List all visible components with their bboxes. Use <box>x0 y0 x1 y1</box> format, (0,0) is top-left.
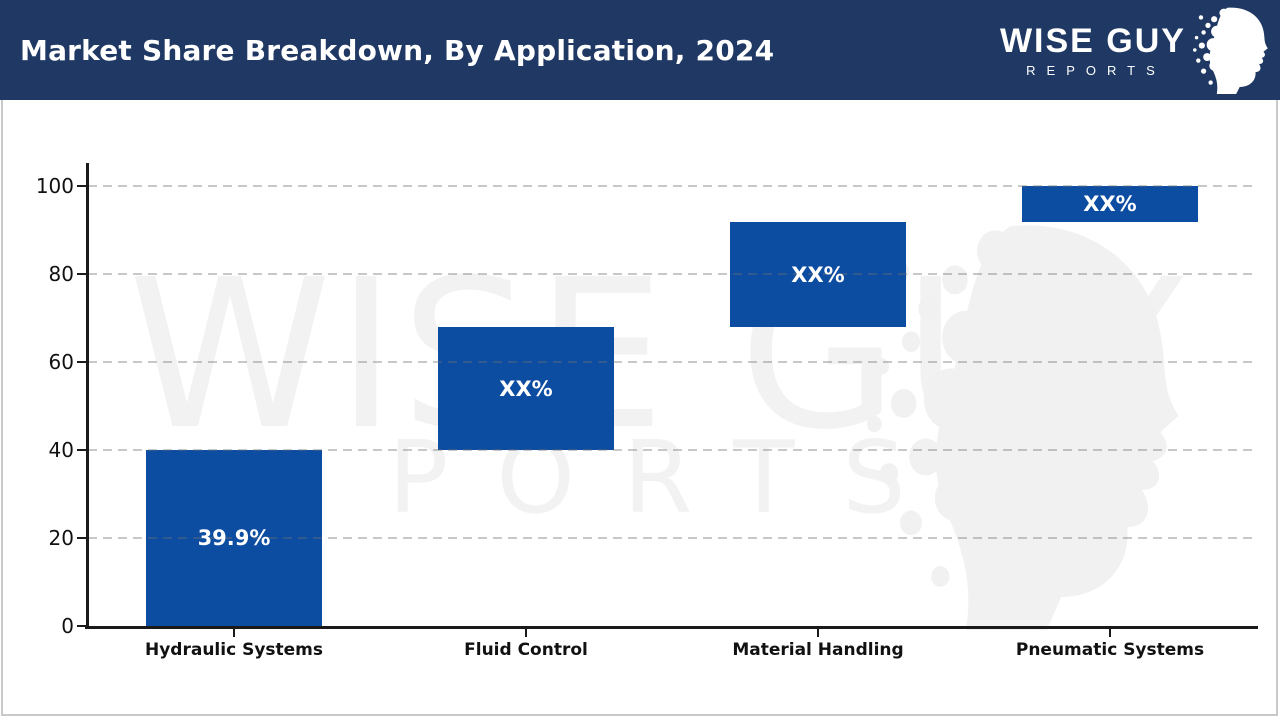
chart-title: Market Share Breakdown, By Application, … <box>20 33 775 67</box>
bar-hydraulic-systems <box>146 450 322 626</box>
bar-value-label: XX% <box>499 376 553 401</box>
y-tick-100 <box>77 185 86 187</box>
logo-wordmark: WISE GUY <box>999 21 1186 60</box>
x-category-label: Fluid Control <box>464 640 588 660</box>
y-tick-label-40: 40 <box>48 438 74 462</box>
bar-fluid-control <box>438 327 614 451</box>
frame-border-bottom <box>1 714 1278 716</box>
wise-guy-logo: WISE GUY REPORTS <box>1000 6 1270 94</box>
y-tick-0 <box>77 625 86 627</box>
frame-border-right <box>1276 100 1278 716</box>
x-tick-4 <box>1109 629 1111 637</box>
bar-value-label: XX% <box>1083 192 1137 217</box>
x-tick-1 <box>233 629 235 637</box>
gridline-60 <box>88 361 1256 363</box>
gridline-80 <box>88 273 1256 275</box>
y-tick-20 <box>77 537 86 539</box>
x-tick-2 <box>525 629 527 637</box>
y-tick-label-80: 80 <box>48 262 74 286</box>
y-tick-label-20: 20 <box>48 526 74 550</box>
y-tick-label-100: 100 <box>35 174 74 198</box>
frame-border-left <box>1 100 3 716</box>
logo-text: WISE GUY REPORTS <box>1000 24 1186 77</box>
x-category-label: Hydraulic Systems <box>144 640 324 660</box>
y-tick-80 <box>77 273 86 275</box>
gridline-40 <box>88 449 1256 451</box>
header-bar: Market Share Breakdown, By Application, … <box>0 0 1280 100</box>
y-tick-60 <box>77 361 86 363</box>
x-axis-line <box>85 626 1258 629</box>
bar-pneumatic-systems <box>1022 186 1198 223</box>
gridline-20 <box>88 537 1256 539</box>
logo-subtitle: REPORTS <box>1026 62 1166 78</box>
x-category-label: Pneumatic Systems <box>1015 640 1205 660</box>
x-tick-3 <box>817 629 819 637</box>
y-tick-label-60: 60 <box>48 350 74 374</box>
y-axis-line <box>86 163 89 629</box>
bar-value-label: 39.9% <box>197 526 271 551</box>
y-tick-40 <box>77 449 86 451</box>
gridline-100 <box>88 185 1256 187</box>
watermark-face-icon <box>867 225 1179 630</box>
y-tick-label-0: 0 <box>61 614 74 638</box>
bar-material-handling <box>730 222 906 328</box>
dotted-face-icon <box>1193 7 1268 94</box>
bar-value-label: XX% <box>791 262 845 287</box>
x-category-label: Material Handling <box>732 640 904 660</box>
